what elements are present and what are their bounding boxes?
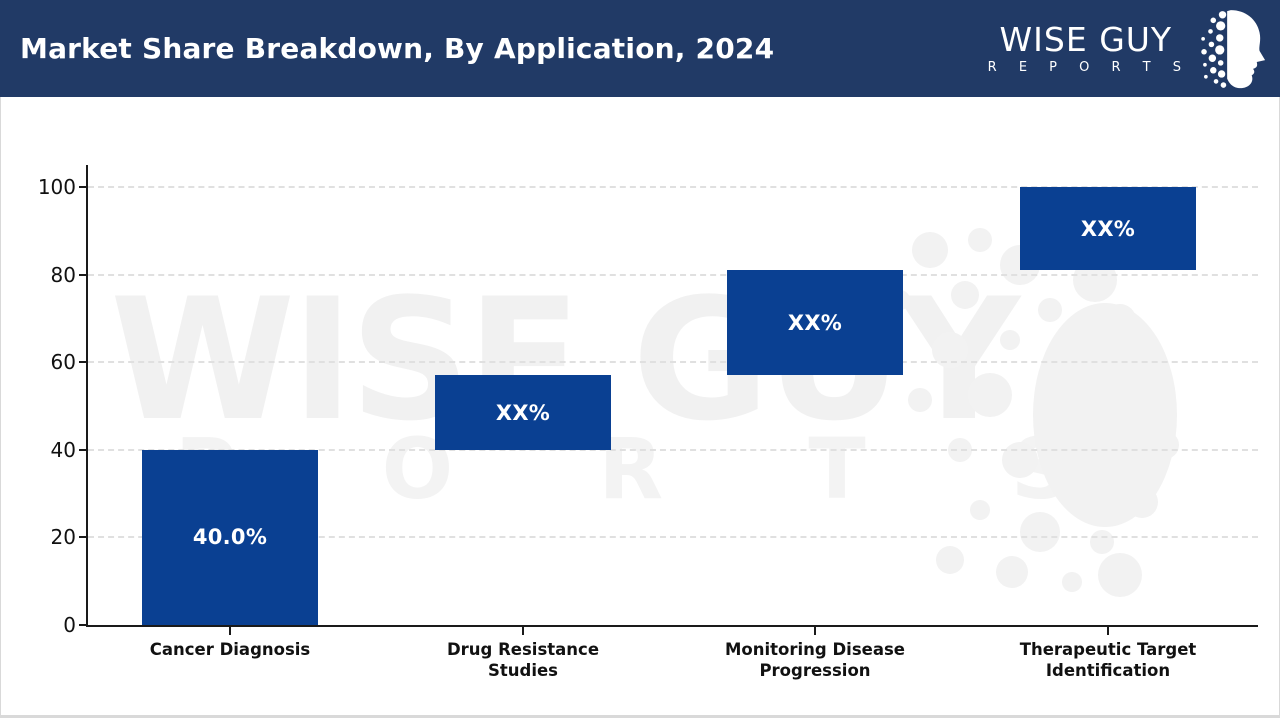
bar-monitoring-disease-progression: XX% (727, 270, 903, 376)
y-tick-20 (79, 536, 87, 539)
gridline-40 (88, 448, 1258, 451)
watermark-subtitle: P O R T S (175, 420, 1130, 518)
logo-text: WISE GUY R E P O R T S (982, 23, 1190, 75)
bar-therapeutic-target-identification: XX% (1020, 187, 1196, 271)
header-bar: Market Share Breakdown, By Application, … (0, 0, 1280, 97)
chart-title: Market Share Breakdown, By Application, … (20, 32, 775, 65)
x-tick-0 (229, 627, 231, 635)
y-tick-100 (79, 186, 87, 188)
bar-value-label: XX% (787, 310, 843, 335)
x-tick-1 (522, 627, 524, 635)
y-tick-label-40: 40 (50, 437, 76, 462)
x-tick-2 (814, 627, 816, 635)
y-tick-40 (79, 448, 87, 451)
y-tick-0 (79, 624, 87, 626)
gridline-80 (88, 273, 1258, 276)
x-category-label: Cancer Diagnosis (149, 640, 311, 659)
x-category-label: Monitoring Disease Progression (725, 640, 905, 680)
gridline-60 (88, 361, 1258, 364)
wise-guy-reports-logo: WISE GUY R E P O R T S (982, 6, 1266, 92)
y-tick-label-80: 80 (50, 262, 76, 287)
x-tick-3 (1107, 627, 1109, 635)
gridline-20 (88, 536, 1258, 539)
bar-drug-resistance-studies: XX% (435, 375, 611, 450)
x-axis-line (86, 625, 1258, 627)
y-tick-60 (79, 361, 87, 364)
y-tick-label-20: 20 (50, 525, 76, 550)
bar-value-label: 40.0% (192, 525, 268, 550)
x-category-label: Therapeutic Target Identification (1019, 640, 1197, 680)
y-tick-label-60: 60 (50, 350, 76, 375)
bar-value-label: XX% (1080, 216, 1136, 241)
logo-wordmark: WISE GUY (999, 20, 1173, 60)
x-category-label: Drug Resistance Studies (446, 640, 600, 680)
bar-cancer-diagnosis: 40.0% (142, 449, 318, 625)
bar-value-label: XX% (495, 400, 551, 425)
gridline-100 (88, 186, 1258, 188)
y-tick-label-100: 100 (37, 175, 76, 199)
y-axis-line (86, 165, 88, 627)
y-tick-80 (79, 273, 87, 276)
y-tick-label-0: 0 (63, 613, 76, 637)
logo-subtitle: R E P O R T S (987, 59, 1190, 75)
watermark-head-icon (890, 228, 1179, 597)
logo-head-icon (1201, 10, 1266, 89)
